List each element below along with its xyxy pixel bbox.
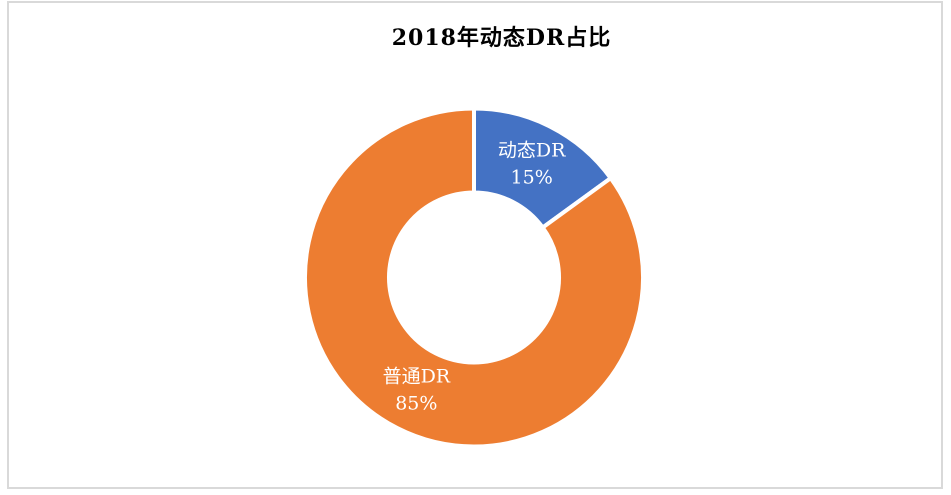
slice-label-1: 动态DR 15% xyxy=(498,139,566,188)
chart-title: 2018年动态DR占比 xyxy=(391,25,612,51)
pie-slice-2 xyxy=(303,106,645,449)
slice-label-2: 普通DR 85% xyxy=(383,366,451,415)
